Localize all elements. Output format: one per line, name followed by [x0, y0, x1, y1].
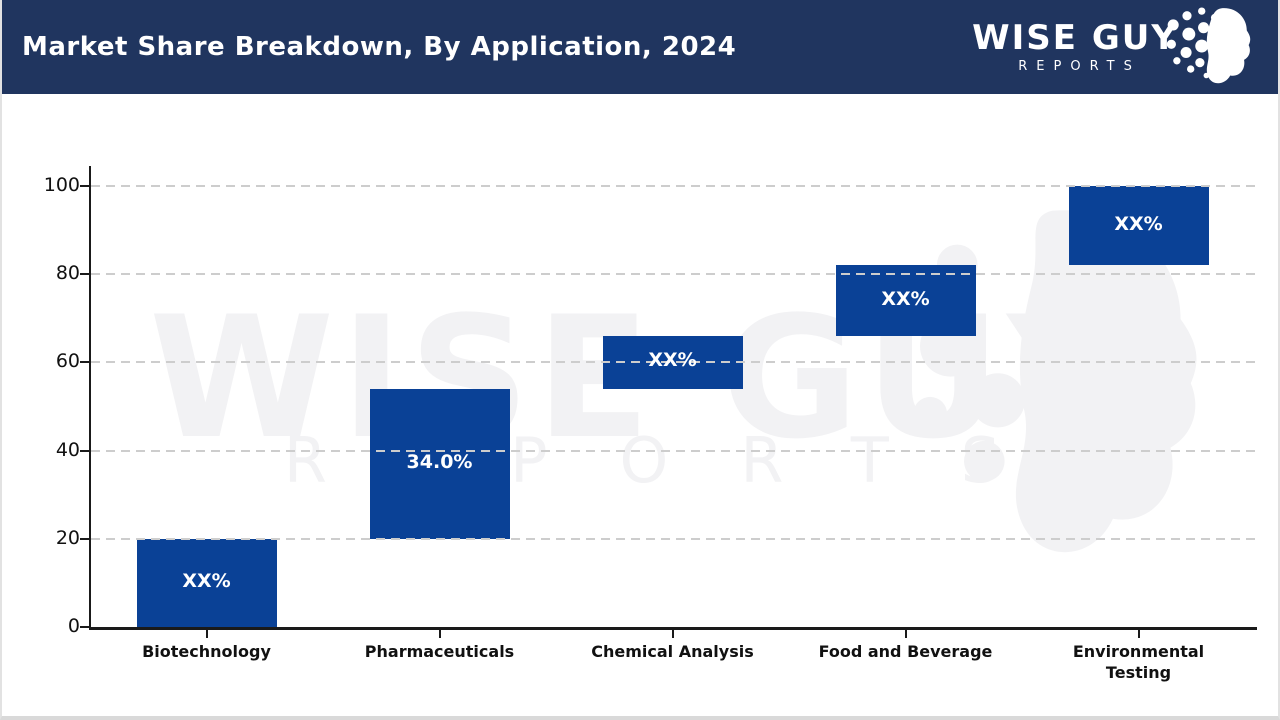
x-tick-mark: [671, 630, 674, 638]
x-tick-mark: [438, 630, 441, 638]
x-axis-line: [89, 627, 1257, 630]
x-tick-label: Pharmaceuticals: [364, 642, 515, 661]
gridline-40: [91, 449, 1255, 452]
bar-food-and-beverage: [835, 265, 976, 336]
gridline-60: [91, 361, 1255, 364]
y-tick-label: 20: [55, 526, 80, 549]
bar-value-label: XX%: [881, 287, 930, 310]
y-tick-mark: [80, 273, 89, 276]
logo-text: WISE GUY REPORTS: [972, 21, 1178, 74]
x-tick-label: Environmental Testing: [1072, 642, 1205, 682]
y-tick-mark: [80, 185, 89, 187]
x-tick-mark: [904, 630, 907, 638]
chart-area: WISE GUY REPORTS 0 20 40 60 80 100 XX% Biotechn…: [2, 94, 1278, 716]
x-tick-label: Chemical Analysis: [591, 642, 754, 661]
y-tick-label: 60: [55, 350, 80, 373]
x-tick-mark: [1137, 630, 1140, 638]
bar-value-label: XX%: [1114, 212, 1163, 235]
y-tick-mark: [80, 626, 89, 628]
y-tick-mark: [80, 361, 89, 364]
y-tick-label: 80: [55, 262, 80, 285]
bar-environmental-testing: [1068, 186, 1209, 266]
logo-head-icon: [1166, 7, 1251, 84]
bar-pharmaceuticals: [369, 388, 510, 539]
y-axis-line: [89, 166, 91, 629]
chart-title: Market Share Breakdown, By Application, …: [22, 32, 737, 62]
y-tick-mark: [80, 449, 89, 452]
logo-subtitle: REPORTS: [1018, 58, 1141, 74]
y-tick-label: 0: [67, 615, 80, 637]
header-bar: Market Share Breakdown, By Application, …: [2, 0, 1278, 94]
gridline-100: [91, 185, 1255, 187]
gridline-80: [91, 273, 1255, 276]
gridline-20: [91, 537, 1255, 540]
bar-value-label: XX%: [182, 569, 231, 592]
y-tick-label: 100: [43, 174, 80, 196]
wiseguy-logo: WISE GUY REPORTS: [972, 4, 1256, 90]
bar-value-label: 34.0%: [406, 450, 473, 473]
bar-value-label: XX%: [648, 349, 697, 372]
logo-wordmark: WISE GUY: [972, 17, 1178, 58]
x-tick-mark: [205, 630, 208, 638]
y-tick-mark: [80, 537, 89, 540]
x-tick-label: Food and Beverage: [818, 642, 993, 661]
bar-biotechnology: [136, 538, 277, 627]
x-tick-label: Biotechnology: [142, 642, 271, 661]
y-tick-label: 40: [55, 438, 80, 461]
